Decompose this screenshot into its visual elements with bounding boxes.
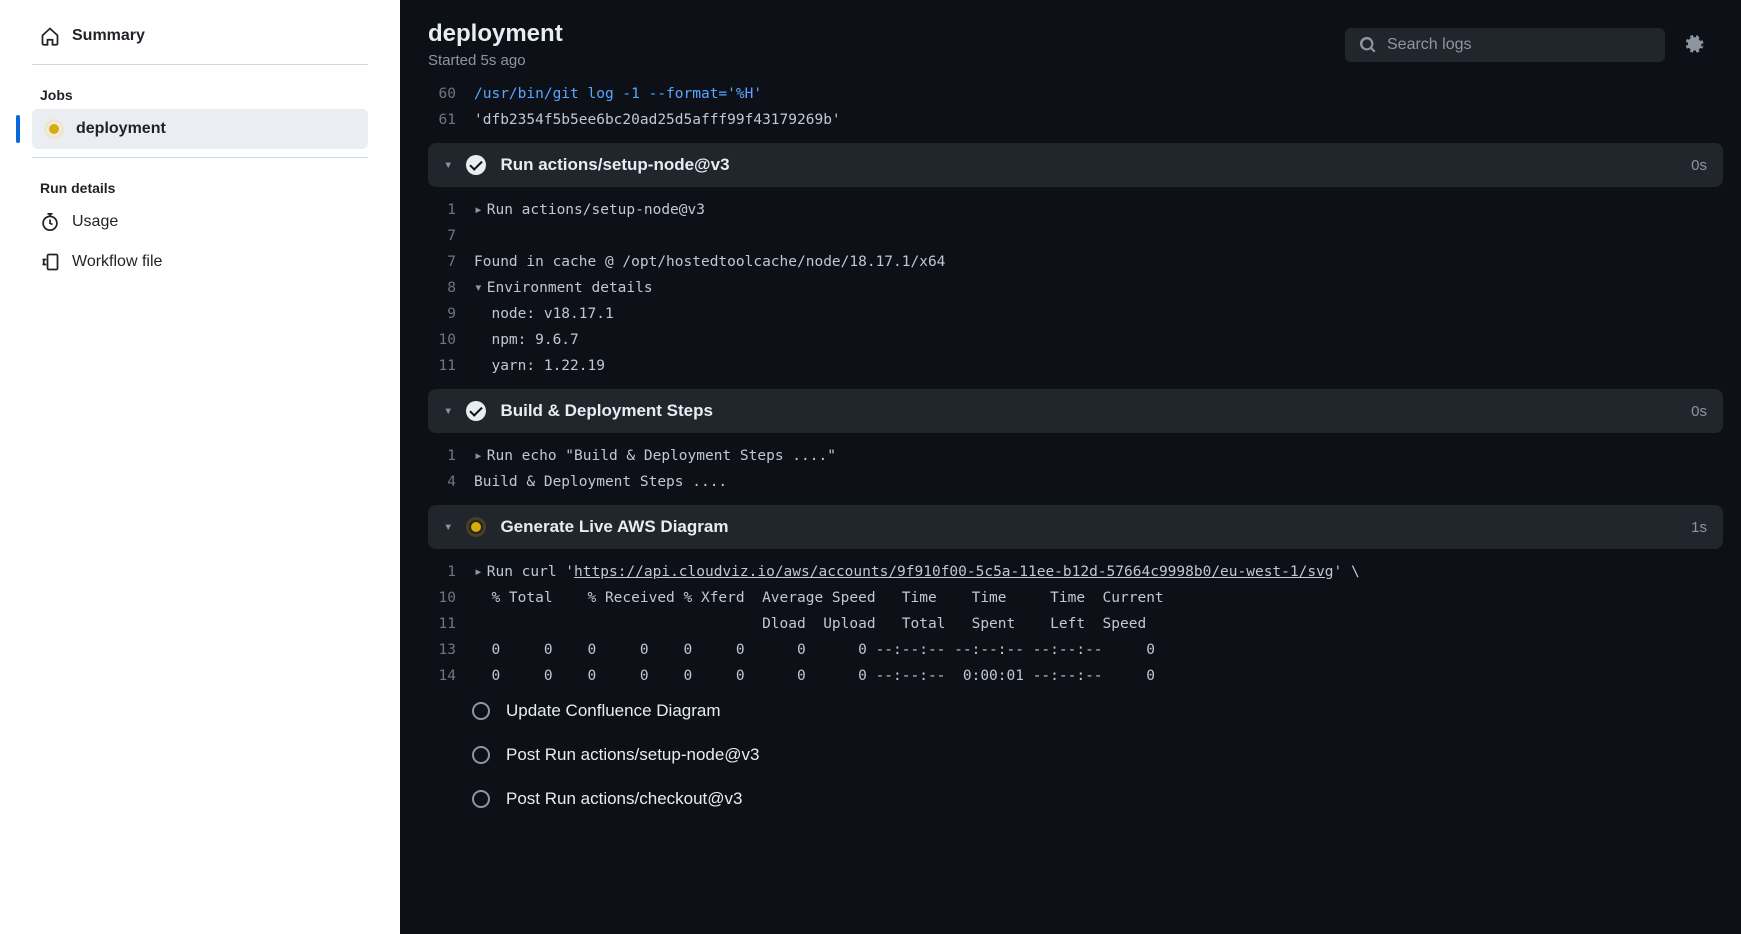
home-icon [40,26,60,46]
run-details-heading: Run details [32,174,368,202]
line-number: 8 [428,275,474,301]
page-subtitle: Started 5s ago [428,52,563,69]
jobs-heading: Jobs [32,81,368,109]
line-number: 1 [428,559,474,585]
line-content: Dload Upload Total Spent Left Speed [474,611,1146,637]
line-number: 11 [428,353,474,379]
line-number: 9 [428,301,474,327]
queued-icon [472,746,490,764]
step-title: Build & Deployment Steps [500,401,1677,421]
line-content: Build & Deployment Steps .... [474,469,727,495]
line-number: 1 [428,443,474,469]
step-pending[interactable]: Post Run actions/checkout@v3 [428,777,1723,821]
main-header: deployment Started 5s ago [400,0,1741,81]
step-title: Post Run actions/checkout@v3 [506,789,743,809]
log-area: 60/usr/bin/git log -1 --format='%H'61'df… [400,81,1741,934]
line-number: 10 [428,327,474,353]
log-line: 1Run actions/setup-node@v3 [428,197,1723,223]
log-line: 1 Run curl 'https://api.cloudviz.io/aws/… [428,559,1723,585]
log-line: 14 0 0 0 0 0 0 0 0 --:--:-- 0:00:01 --:-… [428,663,1723,689]
gear-icon [1685,35,1705,55]
log-line: 61'dfb2354f5b5ee6bc20ad25d5afff99f431792… [428,107,1723,133]
summary-label: Summary [72,27,145,45]
running-icon [44,119,64,139]
log-line: 11 yarn: 1.22.19 [428,353,1723,379]
chevron-down-icon: ▾ [444,157,452,173]
log-line: 13 0 0 0 0 0 0 0 0 --:--:-- --:--:-- --:… [428,637,1723,663]
log-line: 8Environment details [428,275,1723,301]
step-title: Update Confluence Diagram [506,701,721,721]
usage-link[interactable]: Usage [32,202,368,242]
log-line: 9 node: v18.17.1 [428,301,1723,327]
stopwatch-icon [40,212,60,232]
line-number: 7 [428,223,474,249]
line-number: 4 [428,469,474,495]
workflow-file-label: Workflow file [72,253,162,271]
step-build-header[interactable]: ▾ Build & Deployment Steps 0s [428,389,1723,433]
usage-label: Usage [72,213,118,231]
chevron-down-icon: ▾ [444,519,452,535]
log-line: 10 % Total % Received % Xferd Average Sp… [428,585,1723,611]
log-line: 60/usr/bin/git log -1 --format='%H' [428,81,1723,107]
line-content: node: v18.17.1 [474,301,614,327]
log-line: 4Build & Deployment Steps .... [428,469,1723,495]
line-content: Found in cache @ /opt/hostedtoolcache/no… [474,249,945,275]
line-number: 11 [428,611,474,637]
main-panel: deployment Started 5s ago 60/usr/bin/git… [400,0,1741,934]
line-content: 0 0 0 0 0 0 0 0 --:--:-- 0:00:01 --:--:-… [474,663,1155,689]
queued-icon [472,790,490,808]
success-icon [466,155,486,175]
step-pending[interactable]: Post Run actions/setup-node@v3 [428,733,1723,777]
workflow-file-link[interactable]: Workflow file [32,242,368,282]
line-number: 13 [428,637,474,663]
step-time: 0s [1691,157,1707,174]
log-line: 7Found in cache @ /opt/hostedtoolcache/n… [428,249,1723,275]
line-number: 1 [428,197,474,223]
success-icon [466,401,486,421]
workflow-file-icon [40,252,60,272]
job-name: deployment [76,120,166,138]
step-generate-header[interactable]: ▾ Generate Live AWS Diagram 1s [428,505,1723,549]
line-content: /usr/bin/git log -1 --format='%H' [474,81,762,107]
log-line: 7 [428,223,1723,249]
search-icon [1359,36,1377,54]
line-content: Run echo "Build & Deployment Steps ...." [474,443,836,469]
summary-link[interactable]: Summary [32,16,368,56]
running-icon [466,517,486,537]
line-content: 0 0 0 0 0 0 0 0 --:--:-- --:--:-- --:--:… [474,637,1155,663]
line-content: 'dfb2354f5b5ee6bc20ad25d5afff99f43179269… [474,107,841,133]
line-content: Run actions/setup-node@v3 [474,197,705,223]
line-number: 10 [428,585,474,611]
settings-button[interactable] [1677,27,1713,63]
line-number: 60 [428,81,474,107]
line-content: Run curl 'https://api.cloudviz.io/aws/ac… [474,559,1360,585]
divider [32,157,368,158]
step-title: Generate Live AWS Diagram [500,517,1677,537]
step-time: 1s [1691,519,1707,536]
log-line: 1Run echo "Build & Deployment Steps ....… [428,443,1723,469]
line-number: 61 [428,107,474,133]
log-line: 10 npm: 9.6.7 [428,327,1723,353]
line-content: Environment details [474,275,653,301]
queued-icon [472,702,490,720]
line-content: % Total % Received % Xferd Average Speed… [474,585,1164,611]
step-pending[interactable]: Update Confluence Diagram [428,689,1723,733]
step-time: 0s [1691,403,1707,420]
line-number: 14 [428,663,474,689]
line-content: npm: 9.6.7 [474,327,579,353]
chevron-down-icon: ▾ [444,403,452,419]
line-content: yarn: 1.22.19 [474,353,605,379]
page-title: deployment [428,20,563,48]
line-number: 7 [428,249,474,275]
step-title: Post Run actions/setup-node@v3 [506,745,760,765]
step-setup-node-header[interactable]: ▾ Run actions/setup-node@v3 0s [428,143,1723,187]
divider [32,64,368,65]
search-input[interactable] [1387,36,1651,54]
step-title: Run actions/setup-node@v3 [500,155,1677,175]
search-box[interactable] [1345,28,1665,62]
log-line: 11 Dload Upload Total Spent Left Speed [428,611,1723,637]
api-url-link[interactable]: https://api.cloudviz.io/aws/accounts/9f9… [574,564,1334,580]
sidebar: Summary Jobs deployment Run details Usag… [0,0,400,934]
job-deployment[interactable]: deployment [32,109,368,149]
